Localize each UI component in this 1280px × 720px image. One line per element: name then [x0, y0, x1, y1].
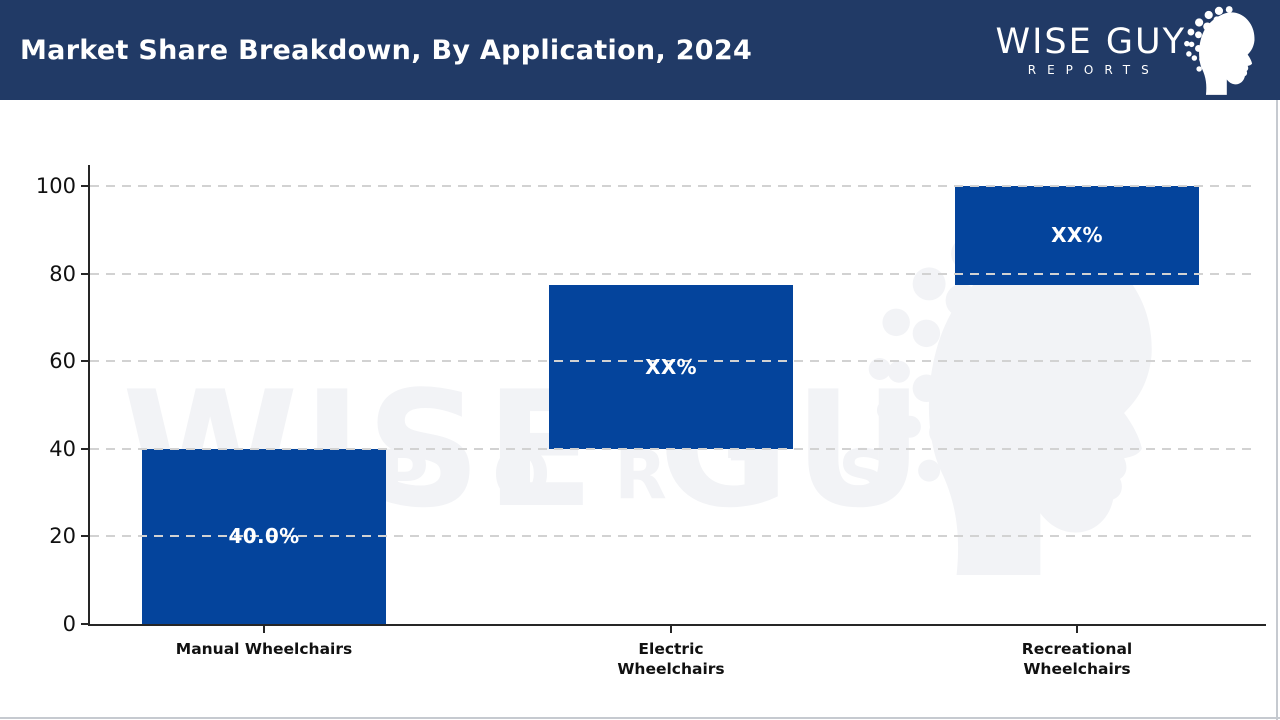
x-axis-line [88, 624, 1266, 626]
gridline-60 [90, 360, 1254, 363]
x-category-label-recreational: Recreational Wheelchairs [1021, 640, 1133, 678]
gridline-100 [90, 185, 1254, 187]
bar-value-label-electric: XX% [645, 354, 697, 379]
bar-recreational [955, 186, 1199, 285]
chart-area: WISE GUY REPORTS 40.0%XX%XX% 02040608010… [0, 100, 1280, 720]
y-tick-label-80: 80 [49, 261, 76, 286]
gridline-40 [90, 447, 1254, 450]
logo-face-icon [1184, 5, 1255, 95]
y-tick-20 [81, 535, 88, 538]
x-category-label-manual-wheelchairs: Manual Wheelchairs [175, 640, 353, 658]
x-tick-manual-wheelchairs [263, 626, 265, 633]
frame-border-bottom [0, 717, 1280, 719]
bar-value-label-manual-wheelchairs: 40.0% [228, 524, 300, 549]
x-category-label-electric: Electric Wheelchairs [617, 640, 725, 678]
bar-value-label-recreational: XX% [1051, 223, 1103, 248]
y-tick-80 [81, 272, 88, 275]
bar-electric [549, 284, 793, 449]
header-banner: Market Share Breakdown, By Application, … [0, 0, 1280, 100]
x-tick-electric [670, 626, 672, 633]
y-tick-label-40: 40 [49, 436, 76, 461]
logo-wordmark-line2: REPORTS [1027, 62, 1160, 77]
y-tick-100 [81, 185, 88, 187]
page-title: Market Share Breakdown, By Application, … [20, 34, 753, 66]
y-tick-label-60: 60 [49, 349, 76, 374]
gridline-20 [90, 535, 1254, 538]
y-tick-label-20: 20 [49, 524, 76, 549]
y-tick-40 [81, 447, 88, 450]
brand-logo: WISE GUY REPORTS [995, 5, 1262, 95]
frame-border-right [1276, 100, 1278, 720]
logo-wordmark-line1: WISE GUY [995, 21, 1186, 62]
gridline-80 [90, 272, 1254, 275]
y-tick-label-0: 0 [62, 612, 76, 636]
y-tick-label-100: 100 [35, 174, 76, 198]
y-tick-0 [81, 623, 88, 625]
logo-wordmark: WISE GUY REPORTS [995, 21, 1186, 77]
y-axis-line [88, 165, 90, 626]
y-tick-60 [81, 360, 88, 363]
x-tick-recreational [1076, 626, 1078, 633]
